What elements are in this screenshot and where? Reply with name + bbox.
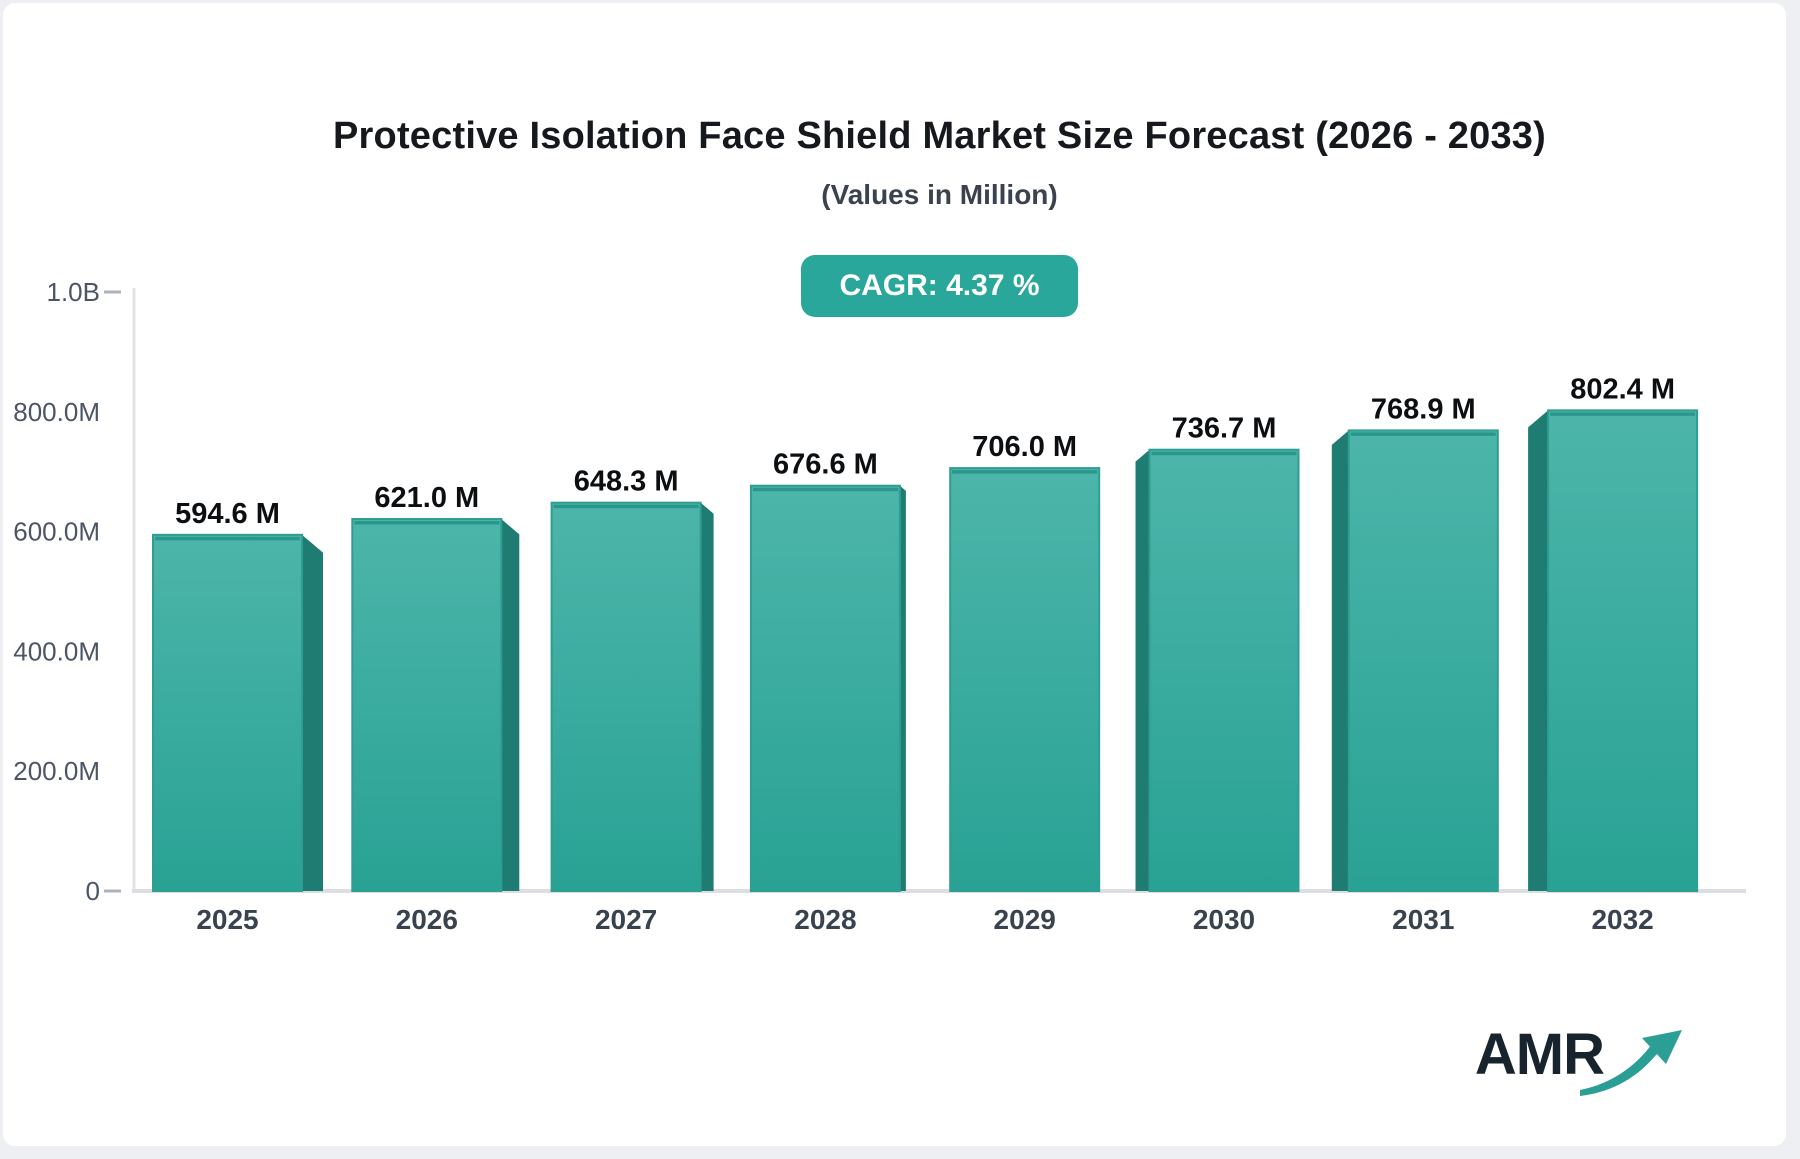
bar-value-label: 621.0 M (374, 482, 479, 514)
bar-value-label: 768.9 M (1371, 393, 1476, 425)
bar-side-face (1528, 410, 1549, 891)
y-axis-tick-label: 0 (86, 876, 100, 906)
bar-front-face (1347, 429, 1499, 892)
bar-top-rim (1550, 412, 1696, 416)
bar-side-face (700, 502, 714, 891)
x-axis-category-label: 2028 (794, 904, 856, 935)
bar-top-rim (155, 536, 300, 541)
x-axis-category-label: 2030 (1193, 904, 1255, 935)
bar-value-label: 676.6 M (773, 449, 878, 481)
bar-value-label: 706.0 M (972, 431, 1077, 463)
bar-value-label: 648.3 M (574, 466, 679, 498)
bar-2025[interactable] (152, 533, 323, 892)
x-axis-category-label: 2031 (1392, 904, 1454, 935)
bar-front-face (152, 533, 303, 892)
bar-side-face (302, 534, 323, 891)
bar-side-face (1135, 449, 1150, 891)
bar-value-label: 736.7 M (1172, 413, 1277, 445)
amr-logo-text: AMR (1474, 1022, 1605, 1087)
bar-front-face (351, 518, 503, 892)
y-axis-tick-label: 400.0M (13, 636, 100, 666)
bar-2030[interactable] (1135, 448, 1300, 892)
bar-top-rim (952, 470, 1098, 474)
x-axis-category-label: 2026 (396, 904, 458, 935)
x-axis-category-label: 2025 (196, 904, 258, 935)
bar-value-label: 802.4 M (1570, 373, 1675, 405)
bar-top-rim (1151, 451, 1297, 456)
bar-side-face (501, 519, 520, 891)
x-axis-category-label: 2027 (595, 904, 657, 935)
bar-2026[interactable] (351, 518, 520, 892)
bar-side-face (899, 485, 906, 891)
bar-front-face (550, 501, 702, 892)
bar-2027[interactable] (550, 501, 714, 892)
y-axis-tick-label: 1.0B (47, 277, 101, 307)
y-axis-tick-label: 200.0M (13, 756, 100, 786)
market-size-bar-chart: 1.0B 800.0M 600.0M 400.0M 200.0M 0 594.6 M 2025… (13, 277, 1746, 935)
bar-side-face (1331, 430, 1349, 891)
chart-card: Protective Isolation Face Shield Market … (3, 3, 1786, 1146)
bar-value-label: 594.6 M (175, 498, 280, 530)
x-axis-category-label: 2032 (1591, 904, 1653, 935)
cagr-badge: CAGR: 4.37 % (801, 255, 1078, 317)
bar-front-face (1547, 409, 1699, 892)
bar-top-rim (354, 521, 500, 525)
bar-top-rim (752, 487, 898, 492)
bar-front-face (749, 484, 901, 892)
amr-logo: AMR (1475, 1026, 1690, 1102)
y-axis-tick-label: 600.0M (13, 517, 100, 547)
bar-2028[interactable] (749, 484, 906, 892)
bar-2032[interactable] (1528, 409, 1699, 892)
growth-arrow-icon (1580, 1030, 1682, 1096)
bar-2029[interactable] (949, 467, 1101, 892)
bar-2031[interactable] (1331, 429, 1499, 892)
bar-top-rim (1350, 432, 1496, 436)
bar-front-face (949, 467, 1101, 892)
cagr-badge-row: CAGR: 4.37 % (133, 255, 1746, 317)
bar-top-rim (553, 504, 699, 509)
y-axis-tick-label: 800.0M (13, 397, 100, 427)
bar-front-face (1148, 448, 1300, 892)
x-axis-category-label: 2029 (994, 904, 1056, 935)
